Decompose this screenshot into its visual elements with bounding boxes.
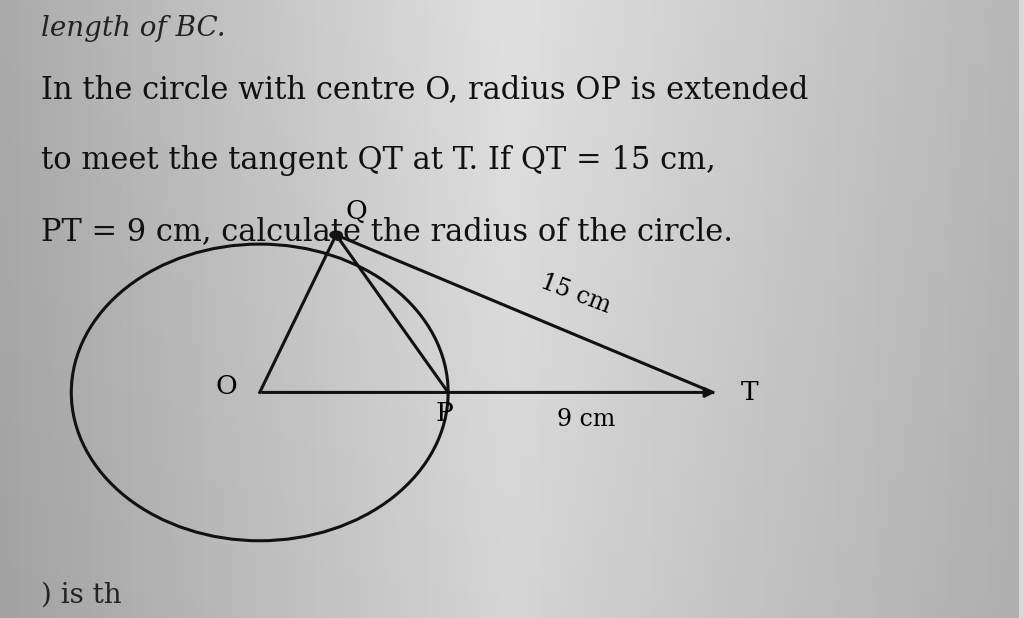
Text: length of BC.: length of BC. <box>41 15 225 43</box>
Text: PT = 9 cm, calculate the radius of the circle.: PT = 9 cm, calculate the radius of the c… <box>41 216 733 247</box>
Text: ) is th: ) is th <box>41 582 122 609</box>
Text: P: P <box>435 401 454 426</box>
Text: to meet the tangent QT at T. If QT = 15 cm,: to meet the tangent QT at T. If QT = 15 … <box>41 145 716 176</box>
Text: 9 cm: 9 cm <box>556 408 614 431</box>
Text: 15 cm: 15 cm <box>538 270 613 317</box>
Circle shape <box>330 231 342 239</box>
Text: T: T <box>740 380 758 405</box>
Text: Q: Q <box>345 199 367 224</box>
Text: In the circle with centre O, radius OP is extended: In the circle with centre O, radius OP i… <box>41 74 808 105</box>
Text: O: O <box>216 375 238 399</box>
